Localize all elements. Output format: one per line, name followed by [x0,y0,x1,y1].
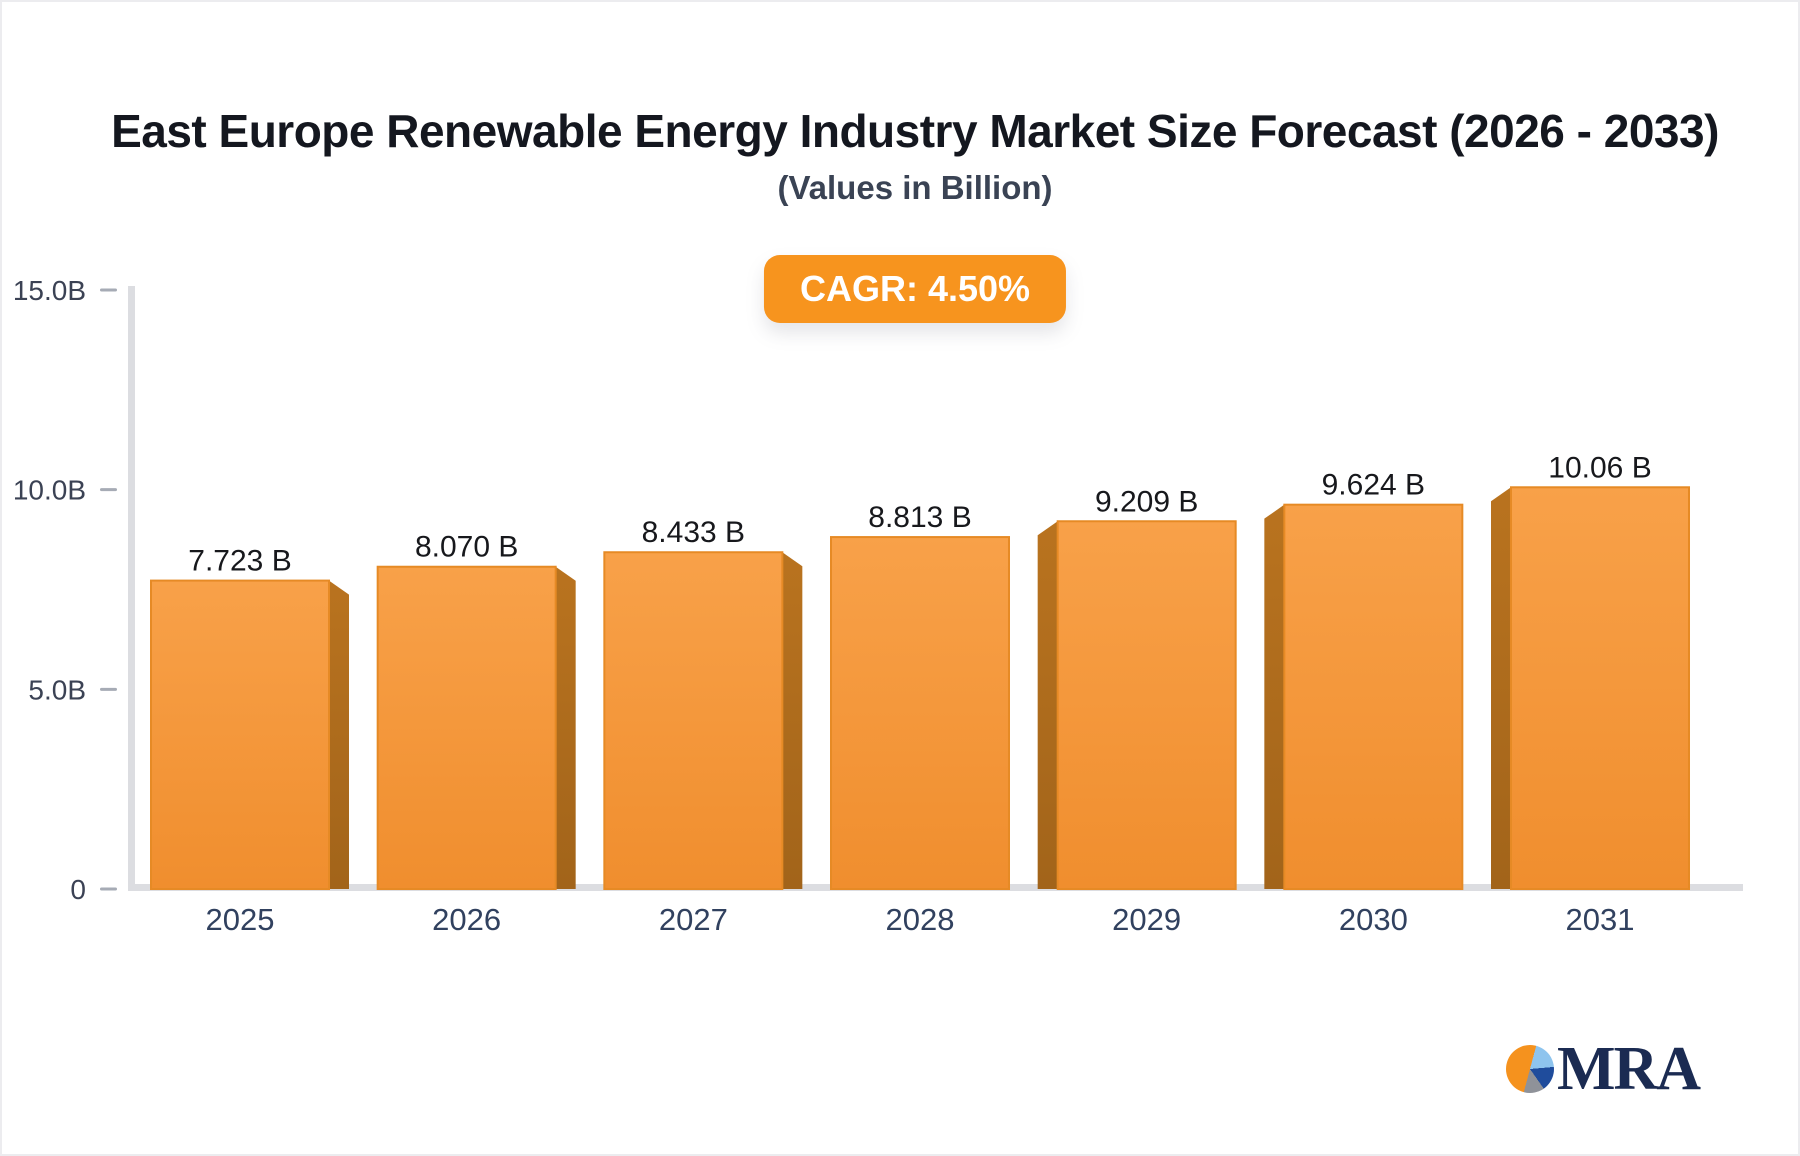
y-tick [100,687,117,691]
bar-2026: 8.070 B 2026 [376,531,576,937]
chart-subtitle: (Values in Billion) [777,169,1053,206]
x-category-label: 2029 [1112,902,1181,937]
y-tick-label: 15.0B [13,275,86,306]
y-tick [100,288,117,292]
y-tick [100,488,117,492]
bar-side-face [1491,487,1512,889]
bar-front-face [376,565,557,890]
y-tick-label: 0 [70,874,86,905]
y-axis-line [128,286,135,891]
y-tick [100,887,117,891]
bar-2031: 10.06 B 2031 [1491,451,1691,937]
x-category-label: 2026 [432,902,501,937]
bar-value-label: 7.723 B [188,545,291,578]
bar-front-face [603,551,784,890]
chart-title: East Europe Renewable Energy Industry Ma… [111,105,1719,157]
bar-front-face [1056,520,1237,890]
pie-chart-icon [1506,1045,1554,1093]
bar-2029: 9.209 B 2029 [1037,485,1237,937]
bar-front-face [150,579,330,890]
x-category-label: 2025 [206,902,275,937]
bar-side-face [1264,504,1285,889]
bar-value-label: 8.813 B [868,501,971,534]
bar-side-face [1037,521,1058,889]
x-category-label: 2031 [1566,902,1635,937]
x-category-label: 2030 [1339,902,1408,937]
bar-value-label: 8.070 B [415,531,518,564]
bar-front-face [830,536,1011,890]
cagr-badge-label: CAGR: 4.50% [799,268,1031,309]
y-tick-label: 10.0B [13,475,86,506]
bar-side-face [782,552,803,889]
bar-value-label: 9.624 B [1322,469,1425,502]
brand-name: MRA [1557,1035,1701,1103]
y-tick-label: 5.0B [28,674,86,705]
bar-2027: 8.433 B 2027 [603,516,803,937]
bar-front-face [1283,503,1464,890]
bar-2025: 7.723 B 2025 [150,545,349,937]
bar-value-label: 9.209 B [1095,485,1198,518]
x-category-label: 2028 [886,902,955,937]
bar-2028: 8.813 B 2028 [830,501,1011,937]
bar-value-label: 10.06 B [1548,451,1651,484]
cagr-badge: CAGR: 4.50% [763,255,1067,323]
x-category-label: 2027 [659,902,728,937]
bar-2030: 9.624 B 2030 [1264,469,1464,937]
bar-value-label: 8.433 B [642,516,745,549]
bar-front-face [1510,486,1691,890]
bar-side-face [555,566,576,889]
brand-logo: MRA [1506,1035,1701,1103]
bar-side-face [329,580,349,889]
